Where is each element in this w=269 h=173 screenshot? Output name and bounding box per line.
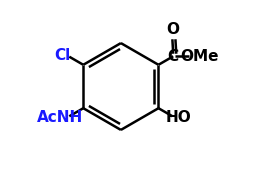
Text: AcNH: AcNH <box>37 110 83 125</box>
Text: OMe: OMe <box>180 49 218 64</box>
Text: C: C <box>168 49 179 64</box>
Text: HO: HO <box>166 110 192 125</box>
Text: O: O <box>166 22 179 37</box>
Text: Cl: Cl <box>55 48 71 63</box>
